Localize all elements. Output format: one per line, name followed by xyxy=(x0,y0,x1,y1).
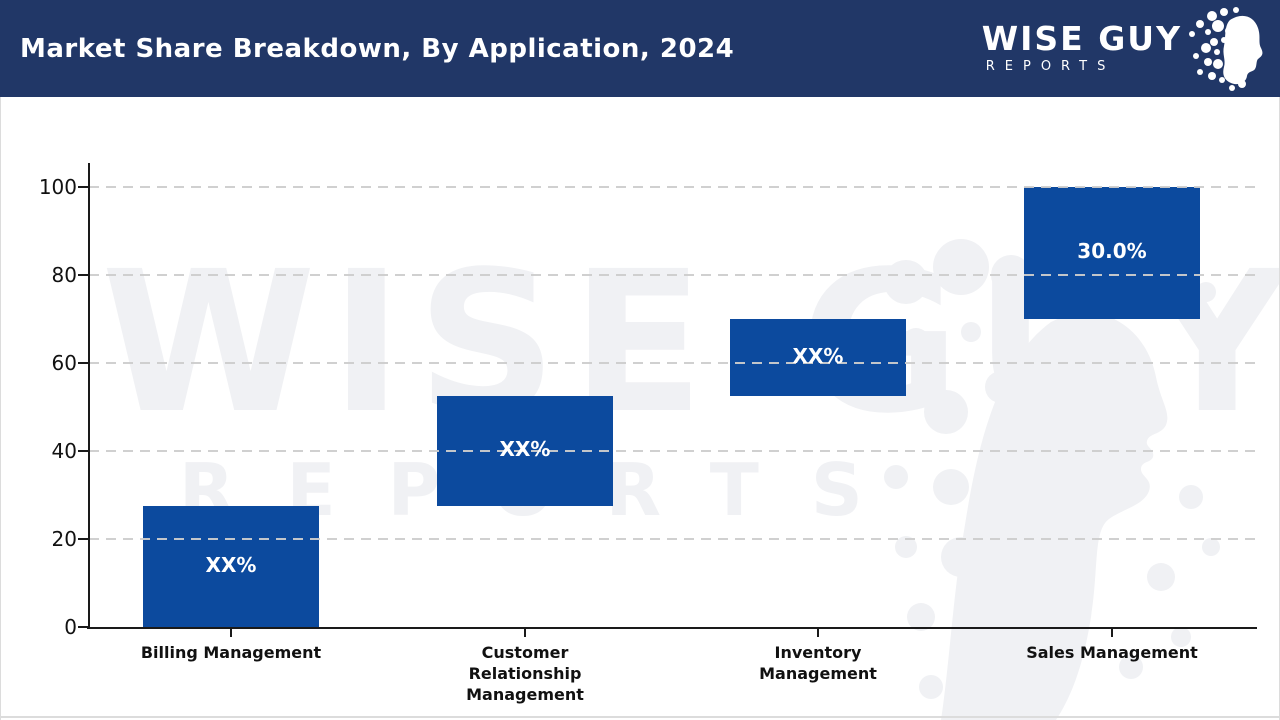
brand-logo: WISE GUY REPORTS xyxy=(982,4,1266,92)
x-tick-mark xyxy=(524,629,526,637)
y-tick-label: 20 xyxy=(51,527,77,551)
bar-value-label: XX% xyxy=(205,552,257,577)
y-tick-mark xyxy=(78,626,89,628)
x-category-label: Inventory Management xyxy=(759,643,877,684)
gridline-80 xyxy=(89,274,1257,276)
gridline-20 xyxy=(89,538,1257,540)
bottom-border xyxy=(1,716,1279,718)
gridline-40 xyxy=(89,450,1257,452)
x-tick-mark xyxy=(817,629,819,637)
x-category-label: Customer Relationship Management xyxy=(466,643,584,705)
brand-subtitle: REPORTS xyxy=(985,58,1116,74)
y-tick-label: 100 xyxy=(38,175,77,199)
chart-title: Market Share Breakdown, By Application, … xyxy=(20,33,735,64)
chart-canvas: WISE GUY REPORTS 020406080100XX%Billing … xyxy=(0,97,1280,720)
x-category-label: Sales Management xyxy=(1026,643,1198,662)
brand-name: WISE GUY xyxy=(981,19,1182,59)
y-tick-mark xyxy=(78,362,89,364)
y-tick-mark xyxy=(78,274,89,276)
y-axis-line xyxy=(88,163,90,629)
gridline-100 xyxy=(89,186,1257,188)
y-tick-mark xyxy=(78,538,89,540)
y-tick-label: 40 xyxy=(51,439,77,463)
y-tick-mark xyxy=(78,450,89,452)
x-category-label: Billing Management xyxy=(140,643,322,662)
bar-sales-management xyxy=(1024,187,1200,319)
y-tick-label: 0 xyxy=(64,615,77,639)
x-tick-mark xyxy=(230,629,232,637)
bar-value-label: XX% xyxy=(792,343,844,368)
gridline-60 xyxy=(89,362,1257,364)
bar-value-label: XX% xyxy=(499,437,551,461)
bar-value-label: 30.0% xyxy=(1077,239,1147,263)
brand-logo-text: WISE GUY REPORTS xyxy=(982,22,1182,74)
x-axis-line xyxy=(87,627,1257,629)
header: Market Share Breakdown, By Application, … xyxy=(0,0,1280,97)
bar-billing-management xyxy=(143,506,319,627)
y-tick-label: 60 xyxy=(51,351,77,375)
bar-inventory-management xyxy=(730,319,906,396)
y-tick-mark xyxy=(78,186,89,188)
brand-face-icon xyxy=(1189,7,1263,91)
x-tick-mark xyxy=(1111,629,1113,637)
y-tick-label: 80 xyxy=(51,263,77,287)
